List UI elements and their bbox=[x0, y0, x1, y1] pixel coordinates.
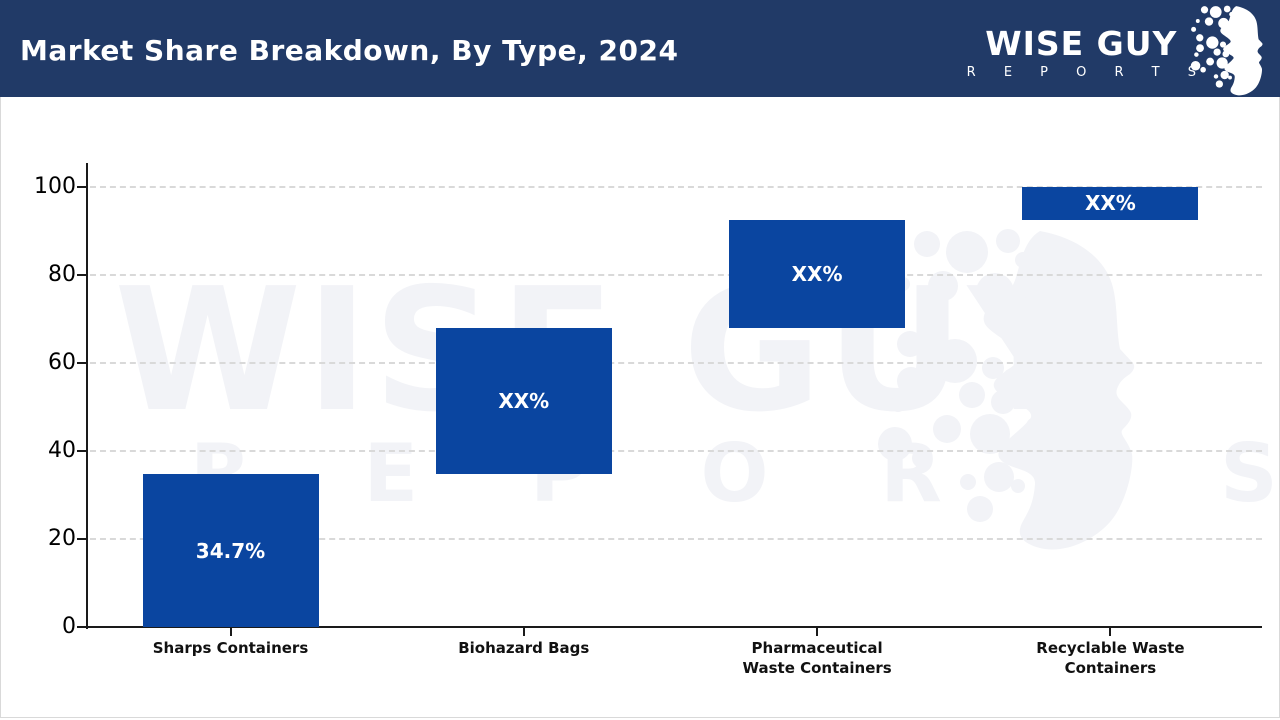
y-tick-40 bbox=[77, 450, 86, 452]
gridline-100 bbox=[90, 186, 1262, 188]
x-tick-3 bbox=[816, 628, 819, 636]
gridline-40 bbox=[90, 450, 1262, 452]
y-tick-label-80: 80 bbox=[48, 262, 76, 287]
category-label-4: Recyclable Waste Containers bbox=[1036, 639, 1185, 677]
bar-value-label: 34.7% bbox=[195, 538, 266, 563]
bar-value-label: XX% bbox=[791, 261, 843, 286]
brand-logo: WISE GUY R E P O R T S bbox=[955, 5, 1272, 101]
gridline-60 bbox=[90, 362, 1262, 364]
category-label-1: Sharps Containers bbox=[152, 639, 309, 657]
y-tick-label-40: 40 bbox=[48, 438, 76, 463]
bar-value-label: XX% bbox=[498, 389, 550, 414]
gridline-80 bbox=[90, 274, 1262, 276]
y-tick-100 bbox=[77, 186, 86, 188]
bar-biohazard-bags: XX% bbox=[435, 327, 612, 475]
y-tick-0 bbox=[77, 626, 86, 628]
y-tick-label-100: 100 bbox=[34, 174, 76, 199]
bar-value-label: XX% bbox=[1084, 191, 1136, 216]
y-axis bbox=[86, 163, 88, 629]
y-tick-label-60: 60 bbox=[48, 350, 76, 375]
category-label-3: Pharmaceutical Waste Containers bbox=[742, 639, 892, 677]
y-tick-20 bbox=[77, 538, 86, 540]
bar-pharmaceutical-waste-containers: XX% bbox=[729, 219, 906, 328]
page-title: Market Share Breakdown, By Type, 2024 bbox=[20, 34, 679, 67]
header-bar: Market Share Breakdown, By Type, 2024 WI… bbox=[0, 0, 1280, 97]
x-axis bbox=[86, 626, 1262, 628]
category-label-2: Biohazard Bags bbox=[458, 639, 590, 657]
y-tick-80 bbox=[77, 274, 86, 276]
brand-face-icon bbox=[1190, 5, 1263, 96]
brand-subtext: R E P O R T S bbox=[966, 65, 1208, 80]
brand-logo-text: WISE GUY R E P O R T S bbox=[955, 24, 1208, 81]
y-tick-60 bbox=[77, 362, 86, 364]
x-tick-1 bbox=[229, 628, 232, 636]
bar-recyclable-waste-containers: XX% bbox=[1022, 187, 1199, 220]
y-tick-label-0: 0 bbox=[62, 614, 76, 639]
brand-wordmark: WISE GUY bbox=[985, 24, 1178, 63]
x-tick-4 bbox=[1109, 628, 1112, 636]
bar-sharps-containers: 34.7% bbox=[142, 474, 319, 627]
y-tick-label-20: 20 bbox=[48, 526, 76, 551]
x-tick-2 bbox=[522, 628, 525, 636]
gridline-20 bbox=[90, 538, 1262, 540]
